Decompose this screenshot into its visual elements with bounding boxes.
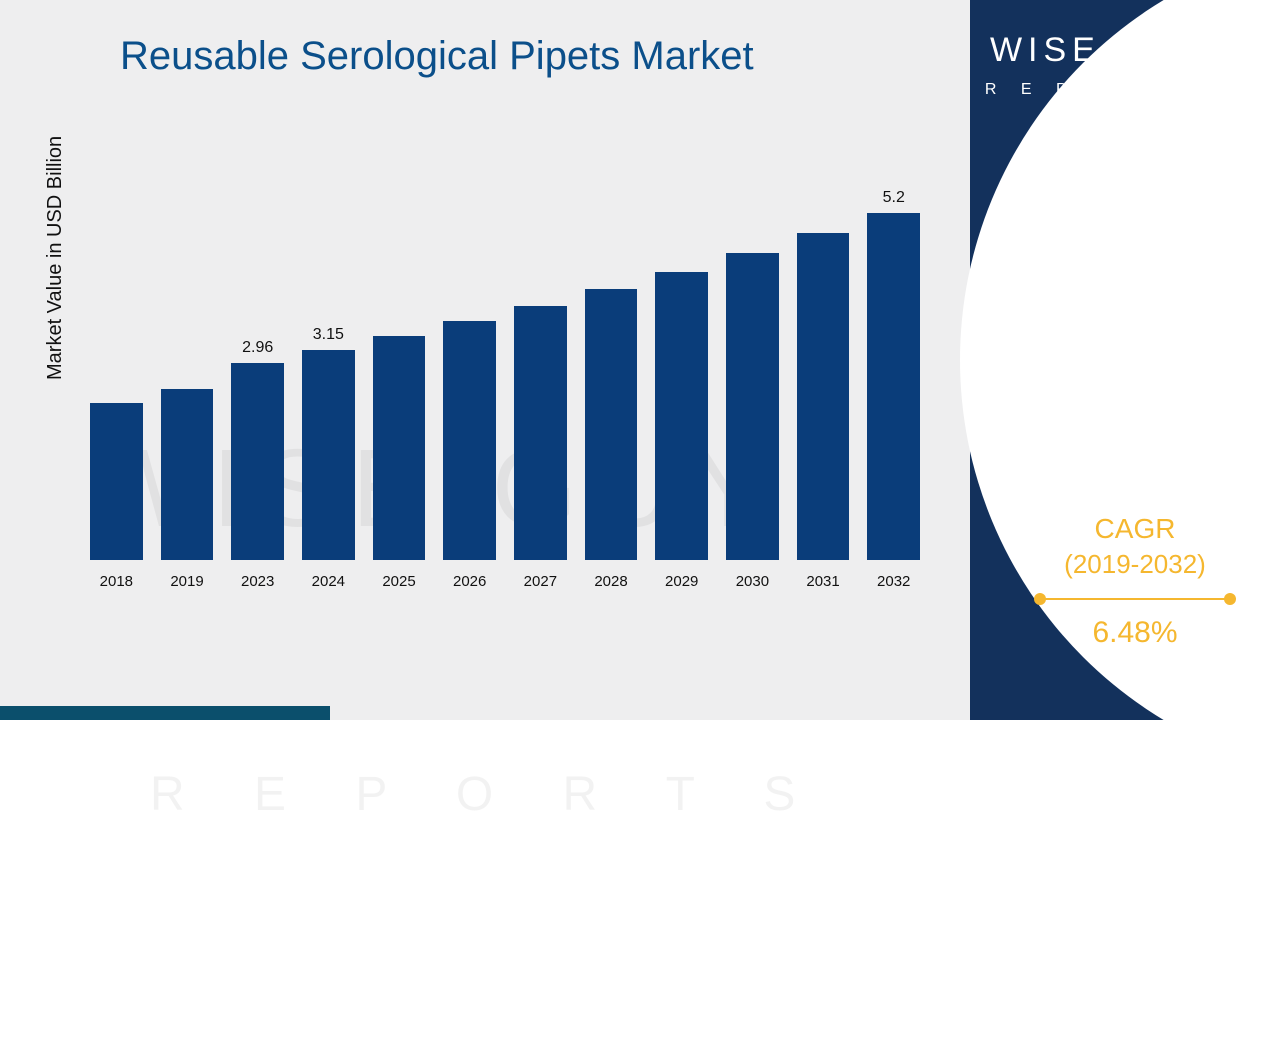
bar (585, 289, 638, 560)
bar (443, 321, 496, 560)
bar-value-label: 3.15 (313, 326, 344, 344)
bar-value-label: 2.96 (242, 339, 273, 357)
infographic-canvas: WISE GUY R E P O R T S Reusable Serologi… (0, 0, 1280, 720)
bar (726, 253, 779, 560)
bar-wrap (373, 312, 426, 560)
bar (373, 336, 426, 560)
x-axis-label: 2028 (585, 573, 638, 590)
cagr-range: (2019-2032) (990, 549, 1280, 580)
bar-wrap (514, 282, 567, 560)
brand-sub: R E P O R T S (985, 81, 1256, 99)
bar-wrap: 2.96 (231, 339, 284, 560)
cagr-block: CAGR (2019-2032) 6.48% (990, 513, 1280, 650)
bar-wrap (797, 209, 850, 560)
bar (867, 213, 920, 560)
brand-name-text: WISE GUY (990, 31, 1208, 70)
bar (655, 272, 708, 560)
x-axis-label: 2018 (90, 573, 143, 590)
bar-wrap: 5.2 (867, 189, 920, 560)
cagr-divider (1040, 598, 1230, 600)
x-axis-label: 2030 (726, 573, 779, 590)
bar-wrap (726, 229, 779, 560)
bar-wrap (655, 248, 708, 560)
cagr-value: 6.48% (990, 616, 1280, 650)
x-axis-label: 2032 (867, 573, 920, 590)
x-axis-label: 2031 (797, 573, 850, 590)
head-dots-icon (1214, 22, 1256, 79)
bar-wrap (443, 297, 496, 560)
x-axis-label: 2026 (443, 573, 496, 590)
watermark-line2: R E P O R T S (90, 770, 823, 820)
bar-wrap (161, 365, 214, 560)
right-panel-content: WISE GUY R E P O R T S CAG (970, 0, 1280, 720)
bar (797, 233, 850, 560)
x-axis-label: 2024 (302, 573, 355, 590)
bar (302, 350, 355, 560)
bar-value-label: 5.2 (883, 189, 905, 207)
chart-title: Reusable Serological Pipets Market (120, 34, 754, 79)
brand-logo: WISE GUY R E P O R T S (985, 22, 1256, 99)
cagr-title: CAGR (990, 513, 1280, 545)
bar-wrap (90, 379, 143, 560)
bottom-accent-bar (0, 706, 330, 720)
bar (161, 389, 214, 560)
x-axis-label: 2019 (161, 573, 214, 590)
bar-wrap (585, 265, 638, 560)
y-axis-label: Market Value in USD Billion (44, 136, 67, 380)
brand-name: WISE GUY (985, 22, 1256, 79)
bar (90, 403, 143, 560)
x-axis-label: 2025 (373, 573, 426, 590)
bar (231, 363, 284, 560)
x-axis-label: 2023 (231, 573, 284, 590)
x-axis-label: 2027 (514, 573, 567, 590)
bar-chart: 2.96 3.15 5.2 2018 2019 2023 2024 2025 2026 2027… (90, 160, 920, 590)
bar (514, 306, 567, 560)
bar-wrap: 3.15 (302, 326, 355, 560)
x-axis-label: 2029 (655, 573, 708, 590)
